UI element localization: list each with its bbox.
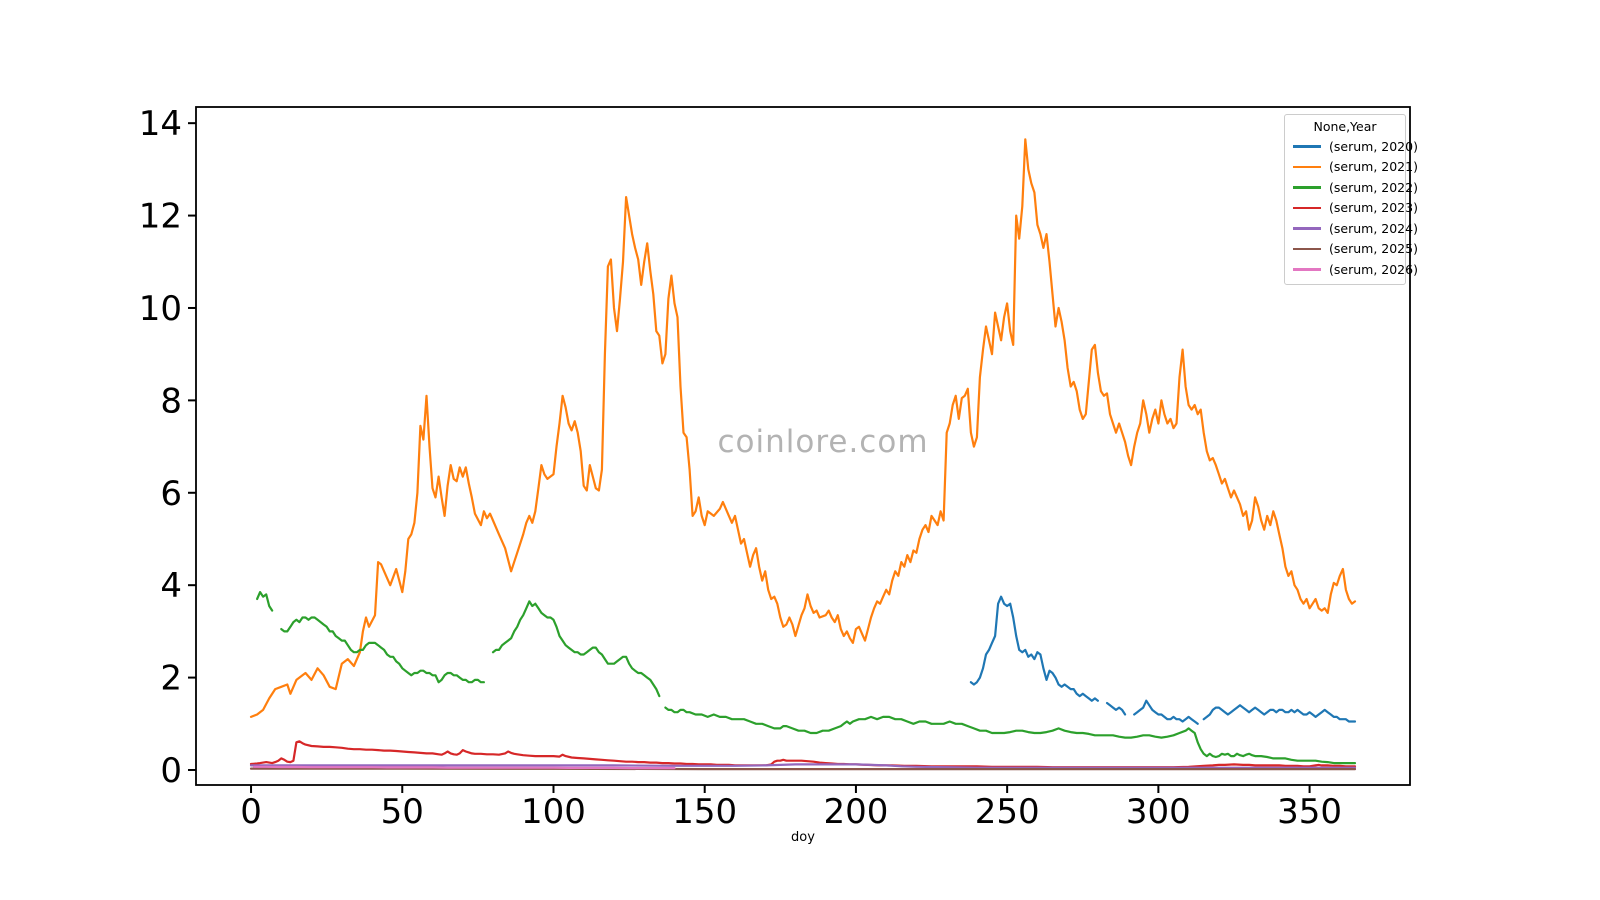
legend-entry: (serum, 2020): [1285, 136, 1418, 157]
legend-title: None,Year: [1313, 119, 1377, 134]
x-tick-label: 150: [672, 792, 737, 832]
legend-entry: (serum, 2021): [1285, 157, 1418, 178]
x-tick-label: 100: [521, 792, 586, 832]
legend-line-swatch: [1293, 247, 1321, 250]
legend-entries: (serum, 2020) (serum, 2021) (serum, 2022) (…: [1285, 136, 1418, 280]
watermark: coinlore.com: [717, 424, 929, 460]
series-line-2026: [253, 765, 676, 770]
y-tick-label: 2: [160, 659, 182, 699]
series-line-2021: [249, 138, 1357, 718]
legend-entry: (serum, 2026): [1285, 259, 1418, 280]
legend: None,Year (serum, 2020) (serum, 2021) (ser…: [1284, 114, 1418, 285]
x-tick-label: 50: [381, 792, 424, 832]
legend-line-swatch: [1293, 165, 1321, 168]
x-tick-label: 200: [823, 792, 888, 832]
legend-label: (serum, 2024): [1329, 220, 1418, 236]
legend-label: (serum, 2020): [1329, 138, 1418, 154]
y-tick-label: 8: [160, 381, 182, 421]
legend-line-swatch: [1293, 206, 1321, 209]
series-line-2020: [1202, 704, 1357, 723]
legend-label: (serum, 2025): [1329, 241, 1418, 257]
legend-label: (serum, 2021): [1329, 159, 1418, 175]
series-line-2020: [1105, 701, 1127, 716]
series-line-2022: [664, 706, 1357, 765]
legend-label: (serum, 2023): [1329, 200, 1418, 216]
legend-line-swatch: [1293, 145, 1321, 148]
legend-line-swatch: [1293, 186, 1321, 189]
x-tick-label: 0: [240, 792, 262, 832]
x-axis-label: doy: [791, 830, 815, 845]
y-tick-label: 12: [139, 197, 182, 237]
series-line-2025: [249, 767, 1357, 771]
legend-entry: (serum, 2023): [1285, 198, 1418, 219]
legend-label: (serum, 2022): [1329, 179, 1418, 195]
y-tick-label: 0: [160, 751, 182, 791]
x-tick-label: 350: [1277, 792, 1342, 832]
series-line-2022: [491, 600, 661, 698]
x-tick-label: 300: [1126, 792, 1191, 832]
plot-border: [195, 106, 1411, 786]
legend-line-swatch: [1293, 268, 1321, 271]
series-line-2022: [280, 616, 485, 684]
series-line-2020: [969, 595, 1099, 702]
legend-line-swatch: [1293, 227, 1321, 230]
y-tick-label: 14: [139, 104, 182, 144]
series-line-2024: [249, 763, 1357, 769]
legend-entry: (serum, 2022): [1285, 177, 1418, 198]
y-tick-label: 6: [160, 474, 182, 514]
series-line-2020: [1133, 699, 1199, 725]
legend-entry: (serum, 2024): [1285, 218, 1418, 239]
legend-entry: (serum, 2025): [1285, 239, 1418, 260]
y-tick-label: 10: [139, 289, 182, 329]
series-line-2022: [256, 591, 274, 612]
x-tick-label: 250: [975, 792, 1040, 832]
y-tick-label: 4: [160, 566, 182, 606]
legend-label: (serum, 2026): [1329, 261, 1418, 277]
